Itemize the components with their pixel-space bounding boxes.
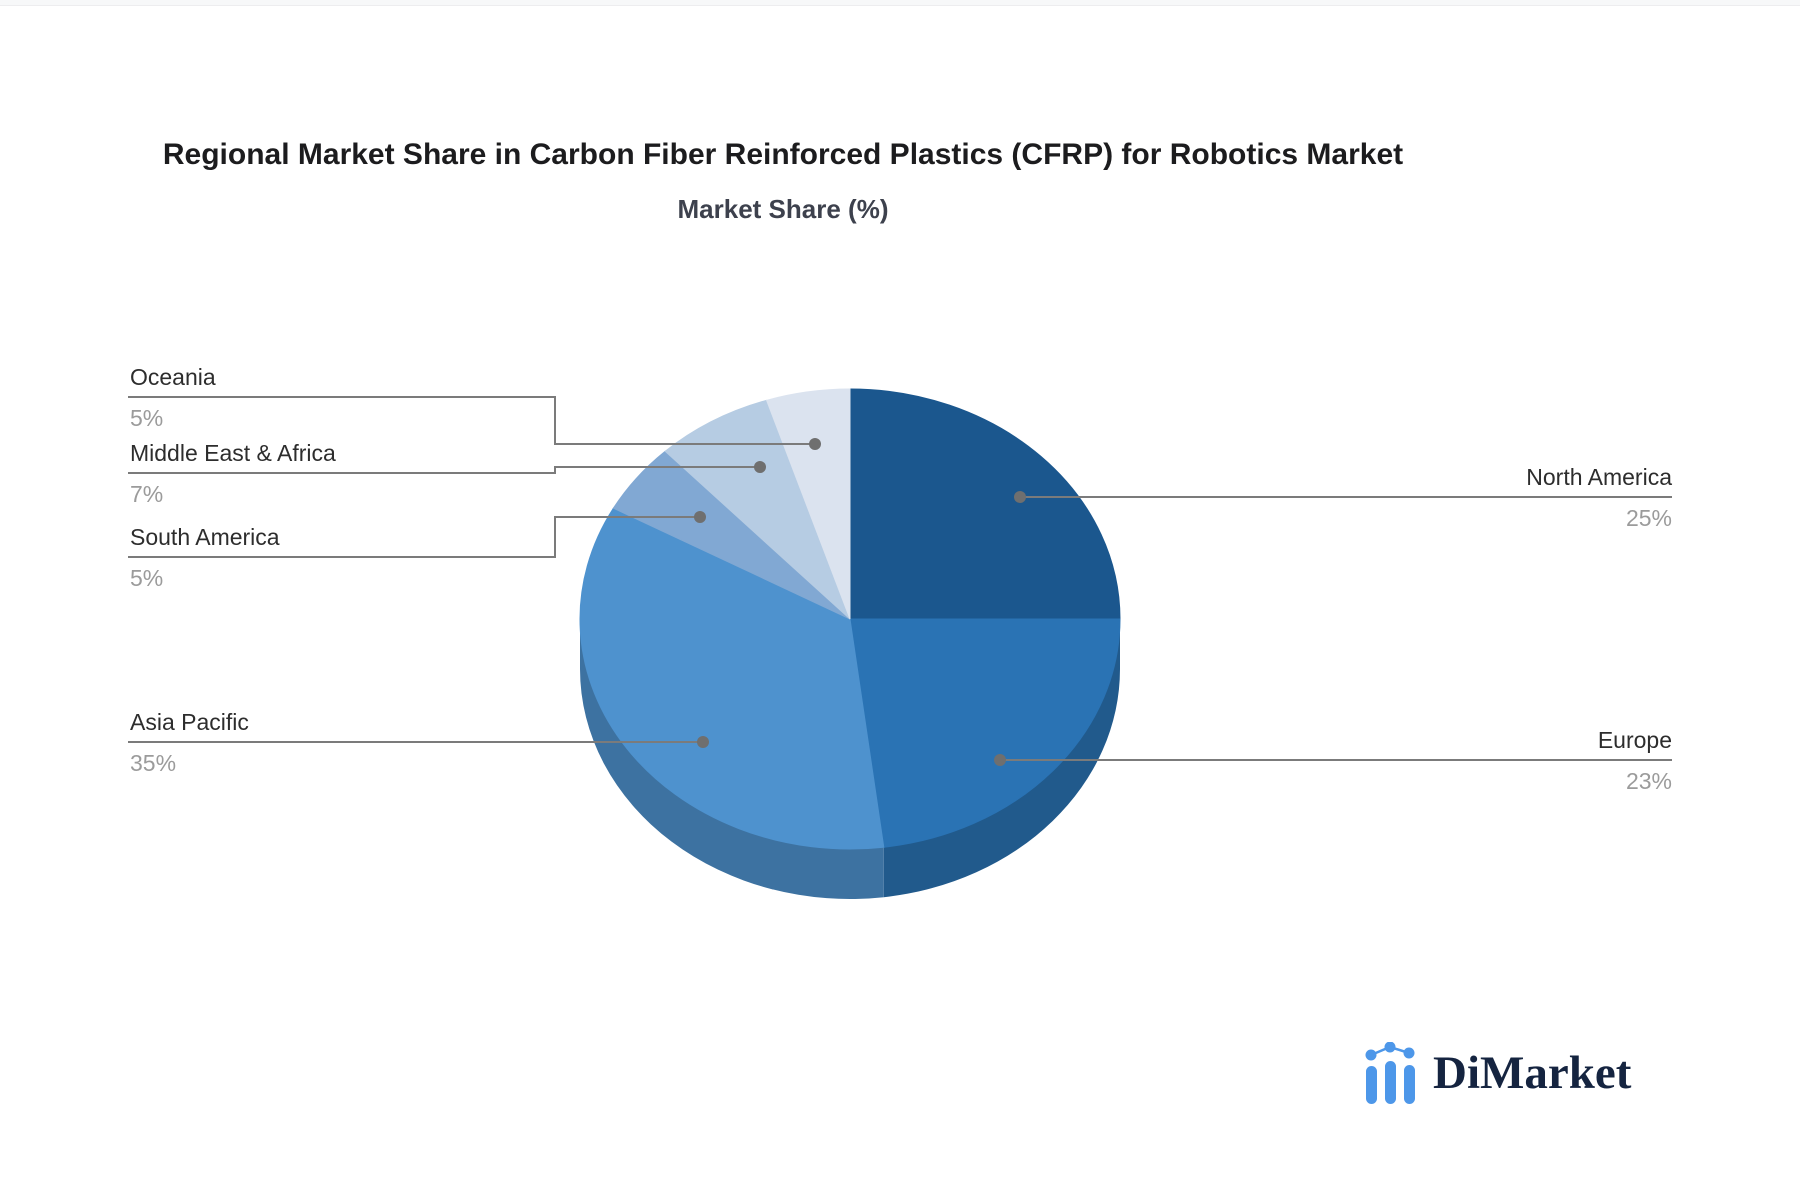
leader-dot-oceania [809, 438, 821, 450]
callout-value-south-america: 5% [130, 565, 164, 591]
callout-value-asia-pacific: 35% [130, 750, 177, 776]
callout-value-north-america: 25% [1625, 505, 1672, 531]
callout-label-south-america: South America [130, 524, 280, 550]
callout-label-middle-east-africa: Middle East & Africa [130, 440, 336, 466]
leader-line-oceania [128, 396, 815, 445]
leader-dot-north-america [1014, 491, 1026, 503]
leader-dot-south-america [694, 511, 706, 523]
pie-slice-europe[interactable] [849, 618, 1121, 848]
callout-value-europe: 23% [1625, 768, 1672, 794]
leader-dot-middle-east-africa [754, 461, 766, 473]
pie-slice-middle-east-africa[interactable] [664, 399, 851, 620]
pie-slice-side-asia-pacific [579, 619, 884, 900]
leader-dot-europe [994, 754, 1006, 766]
callout-value-oceania: 5% [130, 405, 164, 431]
chart-subtitle: Market Share (%) [677, 194, 889, 224]
top-strip [0, 0, 1800, 6]
bar-chart-logo-icon [1365, 1042, 1415, 1104]
pie-slice-oceania[interactable] [765, 388, 851, 620]
chart-title: Regional Market Share in Carbon Fiber Re… [162, 138, 1404, 171]
pie-slice-north-america[interactable] [849, 388, 1121, 620]
pie-slice-side-europe [883, 619, 1121, 898]
pie-slice-asia-pacific[interactable] [579, 507, 885, 850]
callout-label-oceania: Oceania [130, 364, 216, 390]
leader-line-south-america [128, 516, 700, 558]
logo: DiMarket [1363, 1042, 1631, 1104]
logo-text: DiMarket [1433, 1046, 1632, 1099]
callout-label-europe: Europe [1597, 727, 1672, 753]
callout-value-middle-east-africa: 7% [130, 481, 164, 507]
leader-line-middle-east-africa [128, 466, 760, 474]
leader-dot-asia-pacific [697, 736, 709, 748]
callout-label-asia-pacific: Asia Pacific [130, 709, 249, 735]
callout-label-north-america: North America [1526, 464, 1672, 490]
